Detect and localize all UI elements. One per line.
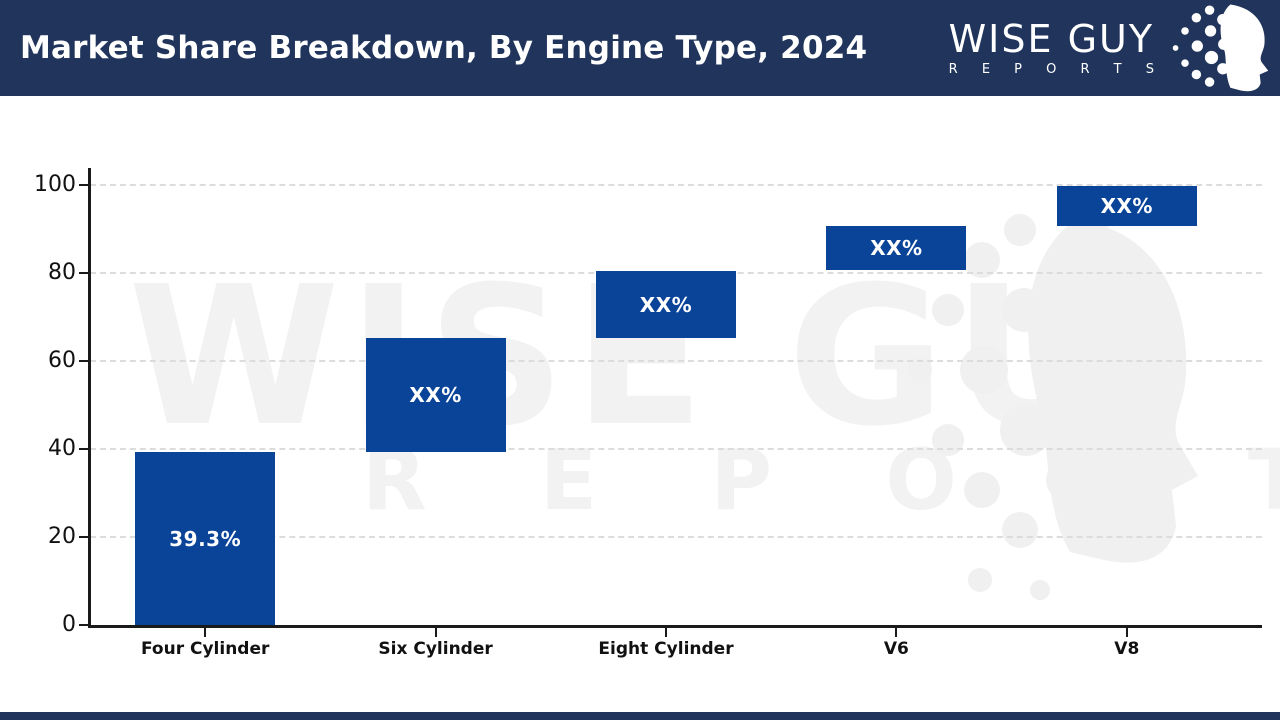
y-tick-mark	[79, 624, 89, 626]
y-tick-label: 40	[48, 436, 76, 461]
logo-line2: R E P O R T S	[948, 61, 1164, 77]
y-tick-label: 0	[62, 612, 76, 637]
x-axis-label: Four Cylinder	[140, 639, 270, 659]
bar: XX%	[365, 338, 506, 453]
logo-line1: WISE GUY	[948, 16, 1155, 61]
y-tick-mark	[79, 448, 89, 450]
x-tick-mark	[895, 628, 898, 637]
x-axis-line	[88, 625, 1262, 628]
y-tick-mark	[79, 272, 89, 274]
logo-head-icon	[1172, 4, 1269, 92]
bar: XX%	[826, 225, 967, 271]
x-tick-mark	[434, 628, 437, 637]
y-tick-mark	[79, 536, 89, 538]
bar: XX%	[1056, 185, 1197, 227]
gridline	[90, 360, 1262, 362]
y-axis-line	[88, 168, 91, 628]
gridline	[90, 448, 1262, 450]
bar: 39.3%	[135, 452, 276, 625]
bar-value-label: XX%	[409, 383, 462, 408]
bar-value-label: XX%	[870, 236, 923, 261]
wiseguy-logo: WISE GUY R E P O R T S	[939, 0, 1280, 96]
y-tick-mark	[79, 184, 89, 186]
footer-bar	[0, 712, 1280, 720]
bar: XX%	[596, 271, 736, 339]
x-axis-label: V6	[883, 639, 909, 659]
bar-value-label: XX%	[639, 292, 693, 317]
x-tick-mark	[665, 628, 667, 637]
page-title: Market Share Breakdown, By Engine Type, …	[20, 30, 868, 66]
header-bar: Market Share Breakdown, By Engine Type, …	[0, 0, 1280, 96]
bar-value-label: 39.3%	[169, 526, 242, 551]
x-tick-mark	[204, 628, 207, 637]
bar-value-label: XX%	[1100, 194, 1153, 219]
x-tick-mark	[1125, 628, 1128, 637]
y-tick-label: 60	[48, 348, 76, 373]
x-axis-label: Eight Cylinder	[598, 639, 734, 659]
y-tick-label: 80	[48, 260, 76, 285]
chart-area: WISE GU R E P O R T 0 20 40 60 80 1	[0, 96, 1280, 712]
gridline	[90, 184, 1262, 186]
y-tick-mark	[79, 360, 89, 362]
gridline	[90, 536, 1262, 538]
x-axis-label: V8	[1114, 639, 1140, 659]
y-tick-label: 100	[34, 172, 76, 197]
y-tick-label: 20	[48, 524, 76, 549]
x-axis-label: Six Cylinder	[378, 639, 493, 659]
logo-text: WISE GUY R E P O R T S	[939, 20, 1164, 77]
